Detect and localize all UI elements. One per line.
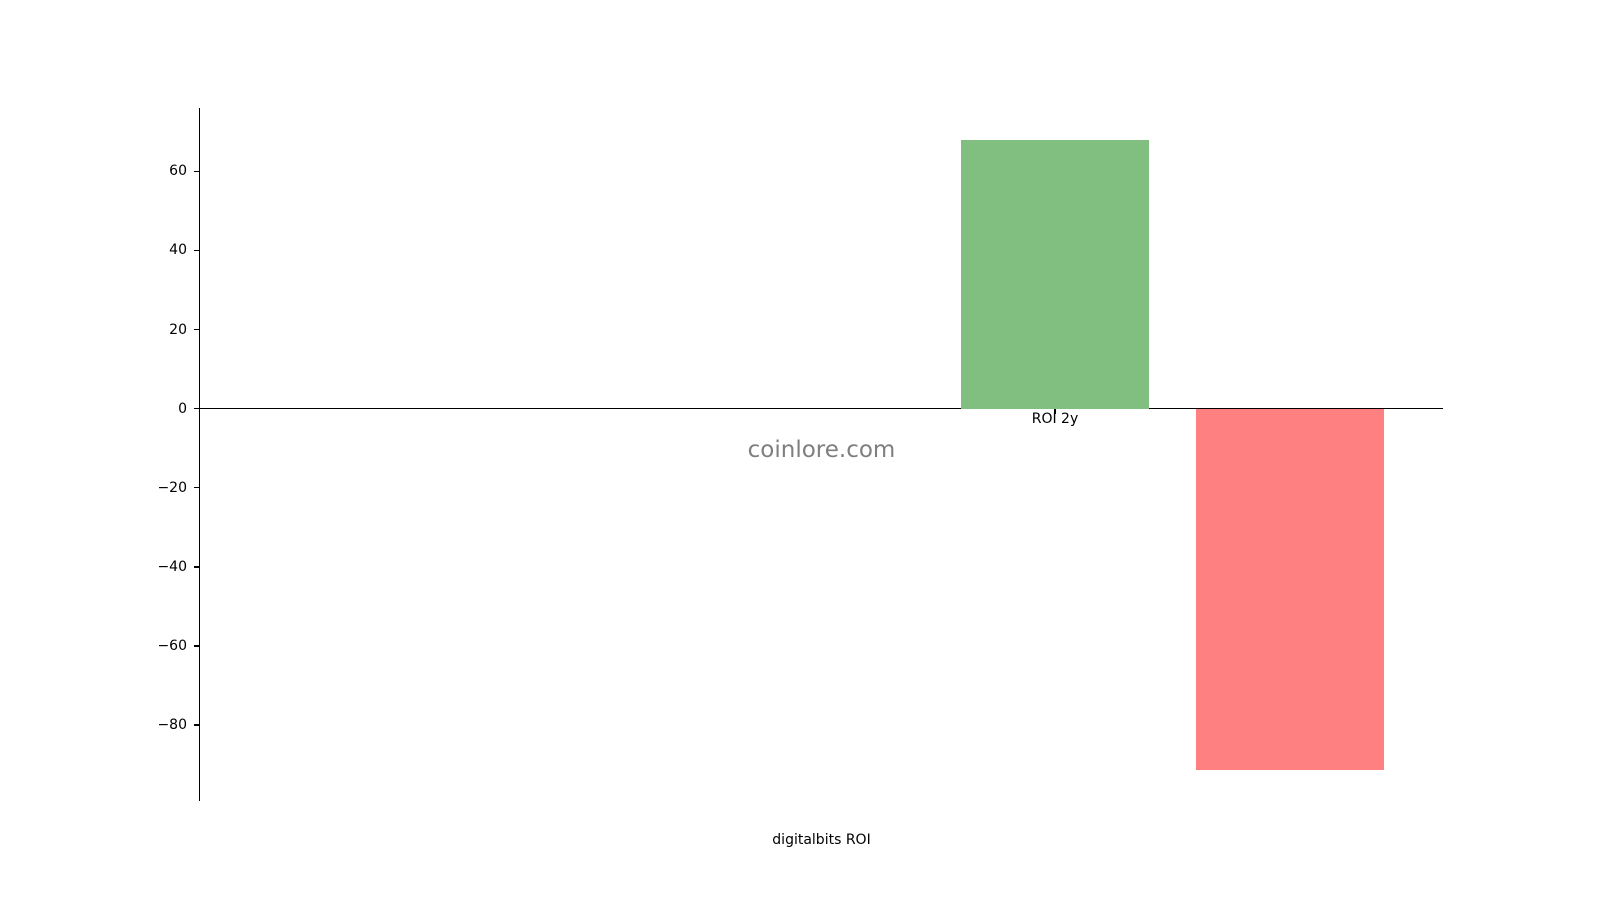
y-tick-mark [193,249,199,252]
y-tick-label: −60 [157,637,187,654]
bar-unlabeled-1 [1196,409,1384,771]
bar-roi-2y [961,139,1149,409]
watermark-text: coinlore.com [747,437,896,463]
y-tick-mark [193,407,199,410]
x-tick-label: ROI 2y [1031,411,1079,428]
y-tick-label: −20 [157,479,187,496]
x-axis-title: digitalbits ROI [772,832,871,848]
y-tick-mark [193,328,199,331]
x-axis-zero-line [200,407,1443,410]
y-tick-label: 20 [169,321,187,338]
y-tick-mark [193,566,199,568]
y-tick-label: 0 [178,400,187,417]
y-tick-label: −40 [157,558,187,575]
y-tick-mark [193,170,199,172]
y-tick-mark [193,724,199,726]
y-tick-label: 40 [169,242,187,259]
x-tick-mark [1054,409,1056,415]
y-axis-line [198,108,200,801]
y-tick-mark [193,645,199,647]
y-tick-label: −80 [157,717,187,734]
y-tick-label: 60 [169,163,187,180]
y-tick-mark [193,487,199,489]
